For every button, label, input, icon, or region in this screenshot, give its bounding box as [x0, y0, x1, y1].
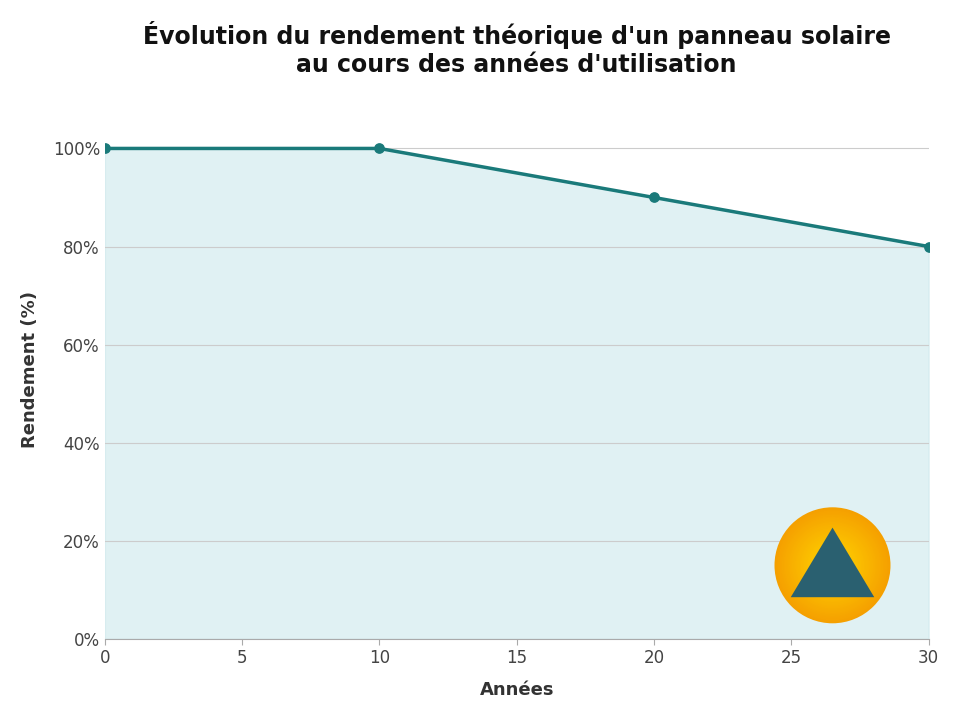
Point — [97, 143, 112, 154]
Y-axis label: Rendement (%): Rendement (%) — [21, 291, 38, 448]
Point — [921, 240, 936, 252]
X-axis label: Années: Années — [479, 681, 554, 699]
Point — [372, 143, 387, 154]
Point — [646, 192, 661, 203]
Title: Évolution du rendement théorique d'un panneau solaire
au cours des années d'util: Évolution du rendement théorique d'un pa… — [143, 21, 891, 76]
